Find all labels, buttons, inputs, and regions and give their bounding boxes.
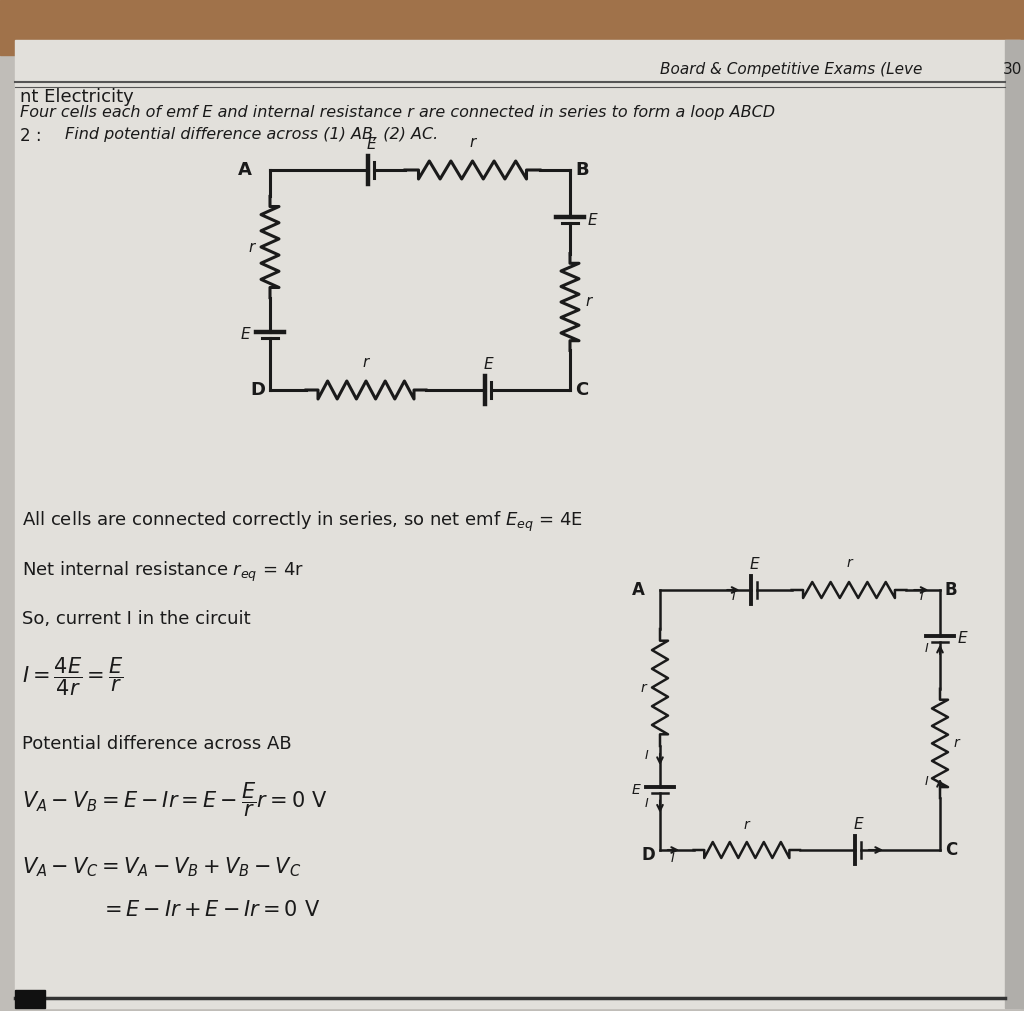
- Text: Find potential difference across (1) AB, (2) AC.: Find potential difference across (1) AB,…: [65, 127, 438, 142]
- Text: r: r: [249, 240, 255, 255]
- Text: nt Electricity: nt Electricity: [20, 88, 134, 106]
- Text: E: E: [853, 817, 863, 832]
- Text: I: I: [925, 642, 928, 655]
- Text: I: I: [731, 590, 735, 603]
- Text: $= E - Ir + E - Ir = 0\ \mathrm{V}$: $= E - Ir + E - Ir = 0\ \mathrm{V}$: [100, 900, 321, 920]
- Text: A: A: [239, 161, 252, 179]
- Text: $I = \dfrac{4E}{4r} = \dfrac{E}{r}$: $I = \dfrac{4E}{4r} = \dfrac{E}{r}$: [22, 655, 124, 698]
- Text: So, current I in the circuit: So, current I in the circuit: [22, 610, 251, 628]
- Text: Net internal resistance $r_{eq}$ = 4r: Net internal resistance $r_{eq}$ = 4r: [22, 560, 304, 584]
- Text: Four cells each of emf E and internal resistance r are connected in series to fo: Four cells each of emf E and internal re…: [20, 105, 775, 120]
- Bar: [15, 990, 45, 1008]
- Text: r: r: [362, 355, 369, 370]
- Text: E: E: [631, 783, 640, 797]
- Bar: [0, 0, 1024, 55]
- Text: E: E: [958, 631, 968, 646]
- Text: D: D: [250, 381, 265, 399]
- Text: E: E: [750, 557, 759, 572]
- Bar: [1005, 40, 1024, 1008]
- Text: r: r: [743, 818, 750, 832]
- Text: A: A: [632, 581, 645, 599]
- Text: All cells are connected correctly in series, so net emf $E_{eq}$ = 4E: All cells are connected correctly in ser…: [22, 510, 583, 534]
- Text: r: r: [585, 294, 591, 309]
- Text: B: B: [945, 581, 957, 599]
- Text: $V_A - V_C = V_A - V_B + V_B - V_C$: $V_A - V_C = V_A - V_B + V_B - V_C$: [22, 855, 301, 879]
- Text: I: I: [671, 852, 675, 865]
- Text: E: E: [367, 137, 376, 152]
- Text: r: r: [846, 556, 852, 570]
- Text: E: E: [241, 328, 250, 343]
- Text: E: E: [483, 357, 493, 372]
- Text: Potential difference across AB: Potential difference across AB: [22, 735, 292, 753]
- Text: I: I: [644, 797, 648, 810]
- Text: C: C: [945, 841, 957, 859]
- Text: C: C: [575, 381, 588, 399]
- Text: r: r: [640, 680, 646, 695]
- Text: $V_A - V_B = E - Ir = E - \dfrac{E}{r}r = 0\ \mathrm{V}$: $V_A - V_B = E - Ir = E - \dfrac{E}{r}r …: [22, 780, 328, 819]
- Text: E: E: [588, 213, 598, 227]
- Text: 30: 30: [1002, 62, 1022, 77]
- Text: D: D: [641, 846, 655, 864]
- Text: 2 :: 2 :: [20, 127, 42, 145]
- Text: r: r: [954, 736, 959, 750]
- Text: I: I: [920, 590, 924, 603]
- Text: r: r: [469, 135, 475, 150]
- Text: Board & Competitive Exams (Leve: Board & Competitive Exams (Leve: [660, 62, 923, 77]
- Text: I: I: [644, 749, 648, 762]
- Text: B: B: [575, 161, 589, 179]
- Text: I: I: [925, 775, 928, 788]
